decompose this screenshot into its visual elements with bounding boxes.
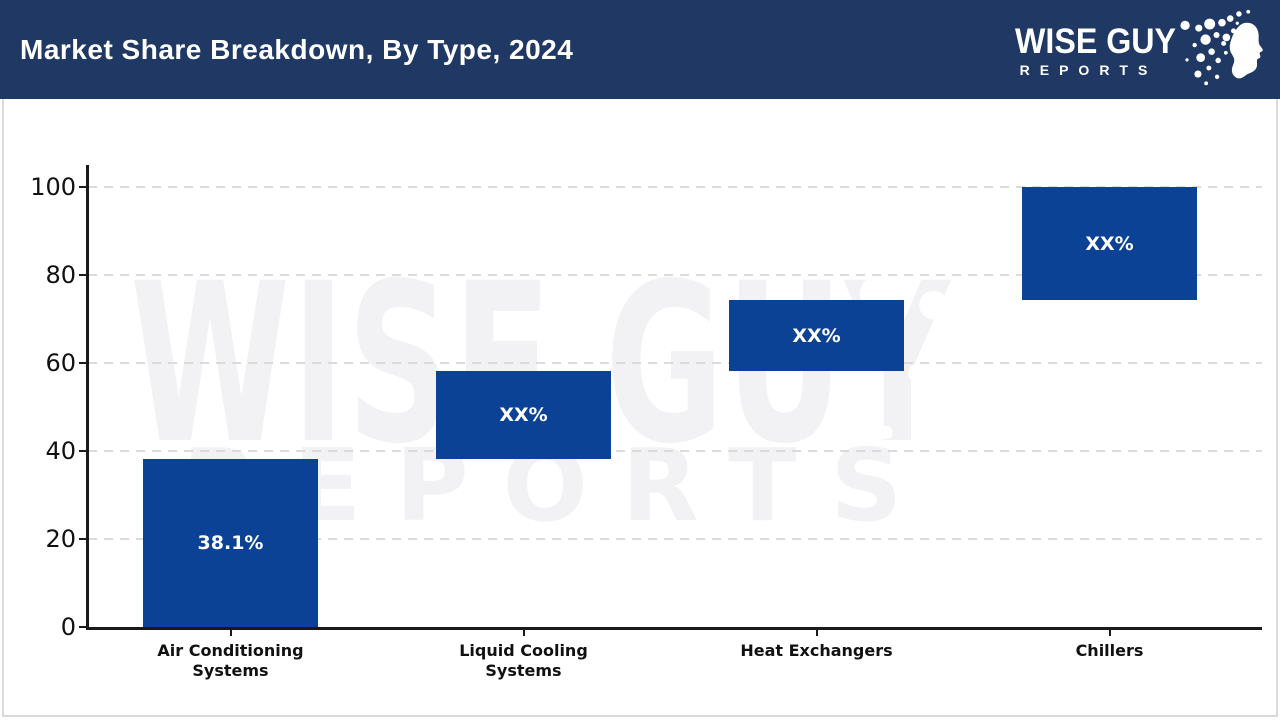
y-tick-label-100: 100 xyxy=(30,173,76,201)
y-tick-label-0: 0 xyxy=(60,613,76,641)
x-category-label-1: Liquid Cooling Systems xyxy=(459,641,588,680)
logo-face-icon xyxy=(1180,9,1263,85)
y-tick-20 xyxy=(79,538,88,540)
gridline-100 xyxy=(88,186,1262,188)
bar-value-label-3: XX% xyxy=(1085,232,1134,255)
y-tick-80 xyxy=(79,274,88,276)
bar-2 xyxy=(729,300,904,372)
bar-value-label-0: 38.1% xyxy=(197,532,264,555)
x-category-label-3: Chillers xyxy=(1075,641,1144,660)
y-tick-label-20: 20 xyxy=(45,525,76,553)
x-axis-spine xyxy=(86,627,1262,630)
x-tick-0 xyxy=(229,627,232,636)
gridline-20 xyxy=(88,538,1262,540)
x-category-label-0: Air Conditioning Systems xyxy=(157,641,304,680)
y-tick-label-60: 60 xyxy=(45,349,76,377)
bar-0 xyxy=(143,459,318,627)
y-tick-60 xyxy=(79,362,88,364)
y-tick-label-80: 80 xyxy=(45,261,76,289)
bar-3 xyxy=(1022,187,1197,301)
logo-text: WISE GUY REPORTS xyxy=(1001,22,1176,78)
bar-value-label-1: XX% xyxy=(499,404,548,427)
y-tick-label-40: 40 xyxy=(45,437,76,465)
y-axis-spine xyxy=(86,165,89,630)
y-tick-100 xyxy=(79,186,88,188)
bar-value-label-2: XX% xyxy=(792,324,841,347)
y-tick-40 xyxy=(79,450,88,452)
y-tick-0 xyxy=(79,626,88,628)
bar-1 xyxy=(436,371,611,460)
logo-wordmark: WISE GUY xyxy=(1014,21,1176,61)
x-tick-2 xyxy=(815,627,818,636)
x-tick-3 xyxy=(1108,627,1111,636)
gridline-40 xyxy=(88,450,1262,452)
page-title: Market Share Breakdown, By Type, 2024 xyxy=(20,33,574,65)
logo-subtext: REPORTS xyxy=(1019,61,1158,78)
brand-logo: WISE GUY REPORTS xyxy=(1001,9,1274,91)
gridline-80 xyxy=(88,274,1262,276)
header: Market Share Breakdown, By Type, 2024 WI… xyxy=(0,0,1280,99)
gridline-60 xyxy=(88,362,1262,364)
x-tick-1 xyxy=(522,627,525,636)
x-category-label-2: Heat Exchangers xyxy=(740,641,893,660)
